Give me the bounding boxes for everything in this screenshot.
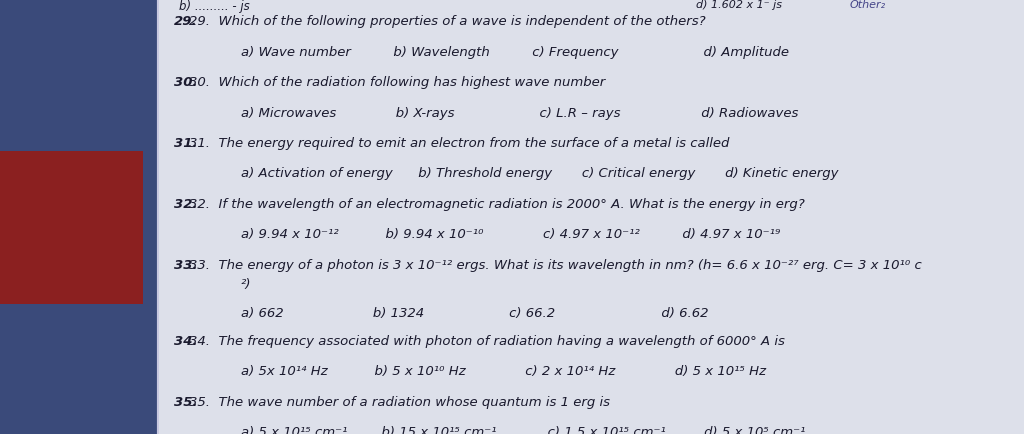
Text: a) 5 x 10¹⁵ cm⁻¹        b) 15 x 10¹⁵ cm⁻¹            c) 1.5 x 10¹⁵ cm⁻¹         : a) 5 x 10¹⁵ cm⁻¹ b) 15 x 10¹⁵ cm⁻¹ c) 1.… (241, 425, 805, 434)
Text: a) Wave number          b) Wavelength          c) Frequency                    d: a) Wave number b) Wavelength c) Frequenc… (241, 46, 788, 59)
Text: 32.  If the wavelength of an electromagnetic radiation is 2000° A. What is the e: 32. If the wavelength of an electromagne… (189, 197, 805, 210)
Text: a) 5x 10¹⁴ Hz           b) 5 x 10¹⁰ Hz              c) 2 x 10¹⁴ Hz              : a) 5x 10¹⁴ Hz b) 5 x 10¹⁰ Hz c) 2 x 10¹⁴… (241, 365, 766, 378)
Text: 29.  Which of the following properties of a wave is independent of the others?: 29. Which of the following properties of… (189, 15, 707, 28)
Text: 29.: 29. (174, 15, 198, 28)
Text: a) Activation of energy      b) Threshold energy       c) Critical energy       : a) Activation of energy b) Threshold ene… (241, 167, 838, 180)
Text: b) ......... - js: b) ......... - js (179, 0, 250, 13)
Text: 31.: 31. (174, 137, 198, 150)
Text: 30.  Which of the radiation following has highest wave number: 30. Which of the radiation following has… (189, 76, 605, 89)
Bar (0, 0, 159, 434)
Text: a) Microwaves              b) X-rays                    c) L.R – rays           : a) Microwaves b) X-rays c) L.R – rays (241, 106, 798, 119)
Polygon shape (0, 152, 143, 304)
Text: a) 9.94 x 10⁻¹²           b) 9.94 x 10⁻¹⁰              c) 4.97 x 10⁻¹²          : a) 9.94 x 10⁻¹² b) 9.94 x 10⁻¹⁰ c) 4.97 … (241, 228, 780, 241)
Text: 32.: 32. (174, 197, 198, 210)
Text: ²): ²) (241, 278, 251, 291)
Text: 34.  The frequency associated with photon of radiation having a wavelength of 60: 34. The frequency associated with photon… (189, 334, 785, 347)
Bar (159, 0, 1024, 434)
Text: 33.  The energy of a photon is 3 x 10⁻¹² ergs. What is its wavelength in nm? (h=: 33. The energy of a photon is 3 x 10⁻¹² … (189, 258, 923, 271)
Text: d) 1.602 x 1⁻ js: d) 1.602 x 1⁻ js (696, 0, 782, 10)
Text: 31.  The energy required to emit an electron from the surface of a metal is call: 31. The energy required to emit an elect… (189, 137, 730, 150)
Text: a) 662                     b) 1324                    c) 66.2                   : a) 662 b) 1324 c) 66.2 (241, 306, 709, 319)
Text: 35.  The wave number of a radiation whose quantum is 1 erg is: 35. The wave number of a radiation whose… (189, 395, 610, 408)
Text: 35.: 35. (174, 395, 198, 408)
Text: 30.: 30. (174, 76, 198, 89)
Text: 33.: 33. (174, 258, 198, 271)
Text: 34.: 34. (174, 334, 198, 347)
Text: Other₂: Other₂ (850, 0, 886, 10)
